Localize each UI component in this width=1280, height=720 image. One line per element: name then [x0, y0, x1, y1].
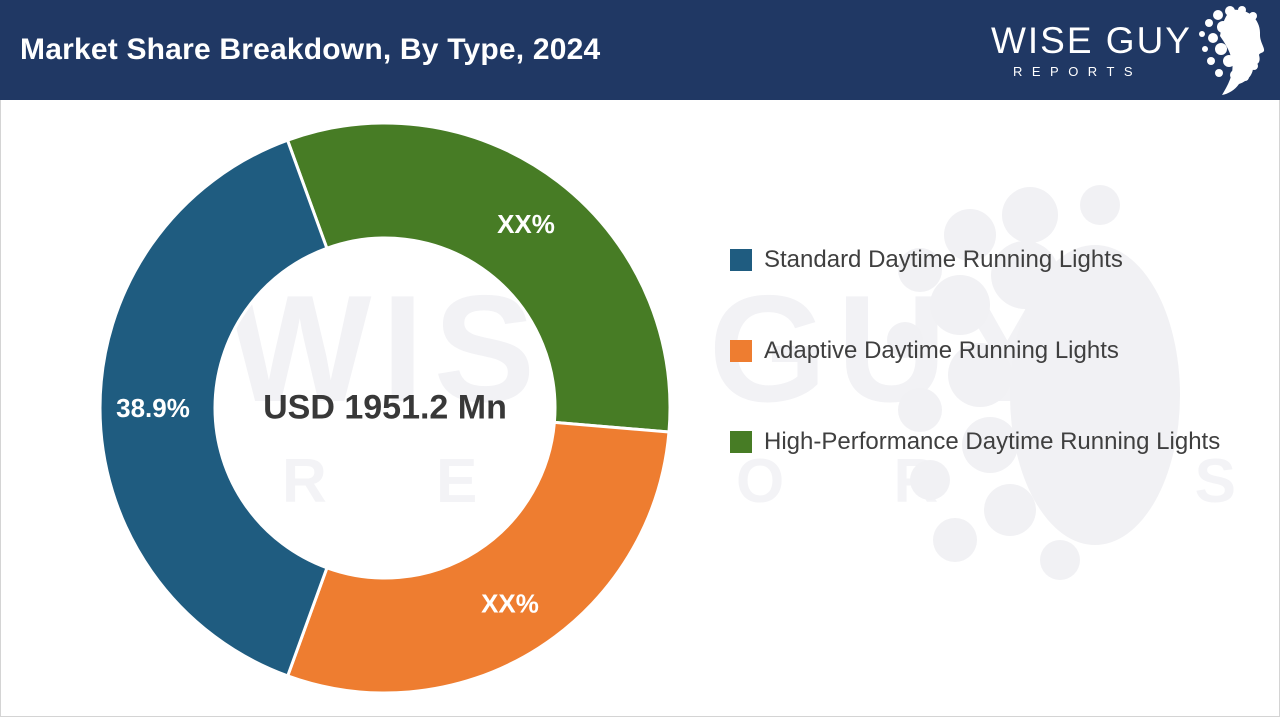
- watermark-face-icon: [887, 185, 1180, 580]
- legend-swatch-green: [730, 431, 752, 453]
- logo-text: WISE GUY REPORTS: [991, 22, 1192, 78]
- chart-center-value: USD 1951.2 Mn: [263, 388, 507, 427]
- face-profile-icon: [1199, 6, 1265, 95]
- wise-guy-logo: WISE GUY REPORTS: [991, 4, 1266, 96]
- donut-segment[interactable]: [286, 121, 672, 434]
- donut-chart: XX% XX% 38.9%: [98, 121, 672, 695]
- logo-wordmark: WISE GUY: [990, 20, 1192, 61]
- legend-item-standard[interactable]: Standard Daytime Running Lights: [730, 246, 1220, 273]
- segment-value-label: XX%: [497, 209, 555, 239]
- segment-value-label: XX%: [481, 589, 539, 619]
- legend-item-adaptive[interactable]: Adaptive Daytime Running Lights: [730, 337, 1220, 364]
- legend-swatch-blue: [730, 249, 752, 271]
- legend-label: Adaptive Daytime Running Lights: [764, 337, 1119, 364]
- donut-segment[interactable]: [98, 138, 329, 678]
- header-bar: Market Share Breakdown, By Type, 2024 WI…: [0, 0, 1280, 100]
- logo-subtitle: REPORTS: [1012, 64, 1143, 79]
- chart-legend: Standard Daytime Running Lights Adaptive…: [730, 246, 1221, 520]
- legend-label: High-Performance Daytime Running Lights: [764, 428, 1221, 455]
- legend-label: Standard Daytime Running Lights: [764, 246, 1123, 273]
- legend-item-high-performance[interactable]: High-Performance Daytime Running Lights: [730, 428, 1221, 455]
- segment-value-label: 38.9%: [116, 393, 190, 423]
- legend-swatch-orange: [730, 340, 752, 362]
- donut-segment[interactable]: [286, 420, 671, 695]
- page-title: Market Share Breakdown, By Type, 2024: [20, 33, 601, 66]
